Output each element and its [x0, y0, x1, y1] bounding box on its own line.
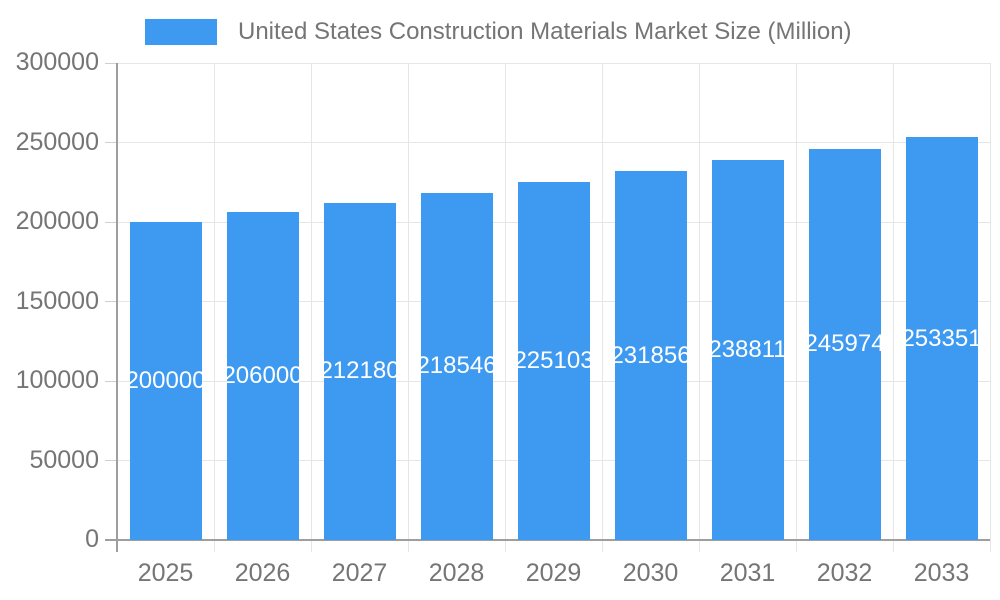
gridline-vertical [504, 63, 506, 552]
bar-value-label: 231856 [614, 341, 687, 369]
legend-label: United States Construction Materials Mar… [238, 18, 852, 45]
plot-area: 0 50000 100000 150000 200000 250000 300000 2000… [16, 50, 991, 586]
x-axis-label: 2027 [331, 559, 388, 587]
bar-value-label: 253351 [905, 324, 978, 352]
y-axis-tick [105, 380, 117, 382]
legend: United States Construction Materials Mar… [145, 16, 852, 48]
bar: 212180 [323, 202, 396, 540]
bar: 218546 [420, 192, 493, 540]
x-axis-label: 2025 [137, 559, 194, 587]
y-axis-tick [105, 62, 117, 64]
gridline-vertical [601, 63, 603, 552]
y-axis-label: 100000 [15, 366, 99, 394]
bar: 238811 [711, 160, 784, 540]
x-axis-label: 2028 [428, 559, 485, 587]
y-axis-label: 0 [85, 525, 99, 553]
bar-value-label: 212180 [323, 357, 396, 385]
bar: 245974 [808, 148, 881, 540]
bar: 206000 [226, 212, 299, 540]
gridline-vertical [310, 63, 312, 552]
bar-value-label: 200000 [129, 367, 202, 394]
y-axis-tick [105, 301, 117, 302]
bar-value-label: 218546 [420, 352, 493, 380]
x-axis-label: 2032 [816, 559, 873, 587]
y-axis-label: 250000 [15, 127, 99, 156]
bar: 253351 [905, 137, 978, 540]
legend-swatch [145, 19, 217, 45]
y-axis-tick [105, 221, 117, 223]
x-axis-label: 2031 [719, 559, 776, 587]
y-axis-label: 300000 [15, 48, 99, 76]
x-axis-label: 2030 [622, 559, 679, 587]
bar-value-label: 206000 [226, 362, 299, 390]
gridline-vertical [698, 63, 700, 552]
y-axis-line [116, 63, 118, 552]
y-axis-label: 200000 [15, 207, 99, 235]
gridline-vertical [795, 63, 797, 552]
bar: 225103 [517, 182, 590, 540]
gridline-horizontal [117, 62, 990, 64]
bar: 200000 [129, 222, 202, 540]
bar-value-label: 245974 [808, 330, 881, 358]
x-axis-label: 2033 [913, 559, 970, 587]
y-axis-tick [105, 460, 117, 461]
x-axis-line [105, 539, 990, 541]
gridline-vertical [892, 63, 894, 552]
bar-value-label: 225103 [517, 347, 590, 375]
gridline-horizontal [117, 142, 990, 143]
y-axis-label: 50000 [29, 445, 99, 474]
y-axis-tick [105, 142, 117, 143]
x-axis-label: 2026 [234, 559, 291, 587]
bar-value-label: 238811 [711, 336, 784, 364]
bar: 231856 [614, 171, 687, 540]
gridline-vertical [213, 63, 215, 552]
gridline-vertical [989, 63, 991, 552]
gridline-vertical [407, 63, 409, 552]
y-axis-label: 150000 [15, 286, 99, 315]
x-axis-label: 2029 [525, 559, 582, 587]
